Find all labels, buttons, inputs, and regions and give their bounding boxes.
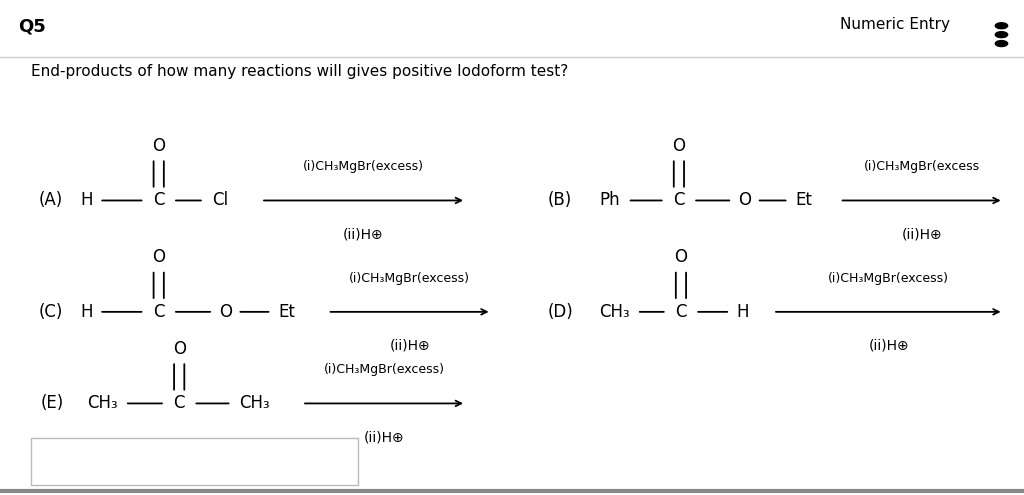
Circle shape [995,32,1008,38]
Text: Ph: Ph [599,192,620,209]
Text: O: O [673,137,685,155]
Text: C: C [153,303,165,321]
Text: (E): (E) [41,395,65,412]
Text: (ii)H⊕: (ii)H⊕ [389,339,430,352]
Text: O: O [738,192,751,209]
Text: (i)CH₃MgBr(excess: (i)CH₃MgBr(excess [863,160,980,173]
Text: (i)CH₃MgBr(excess): (i)CH₃MgBr(excess) [303,160,424,173]
Text: (A): (A) [39,192,63,209]
Text: Q5: Q5 [18,17,46,35]
Text: (B): (B) [548,192,572,209]
Text: C: C [173,395,185,412]
Text: (ii)H⊕: (ii)H⊕ [364,430,404,444]
Text: (i)CH₃MgBr(excess): (i)CH₃MgBr(excess) [349,272,470,285]
Text: (ii)H⊕: (ii)H⊕ [343,227,384,241]
Text: Numeric Entry: Numeric Entry [840,17,949,32]
FancyBboxPatch shape [31,438,358,485]
Text: Cl: Cl [212,192,228,209]
Text: (ii)H⊕: (ii)H⊕ [868,339,909,352]
FancyBboxPatch shape [10,59,1012,490]
Text: Et: Et [279,303,295,321]
Text: O: O [675,248,687,266]
Text: H: H [736,303,749,321]
Text: Et: Et [796,192,812,209]
Circle shape [995,41,1008,47]
Text: O: O [153,248,165,266]
Text: (D): (D) [548,303,573,321]
Text: O: O [219,303,231,321]
Text: (ii)H⊕: (ii)H⊕ [901,227,942,241]
Text: CH₃: CH₃ [239,395,269,412]
Text: C: C [153,192,165,209]
Text: (C): (C) [39,303,63,321]
Text: O: O [173,340,185,358]
Text: C: C [675,303,687,321]
Text: (i)CH₃MgBr(excess): (i)CH₃MgBr(excess) [828,272,949,285]
Text: H: H [81,303,93,321]
Text: O: O [153,137,165,155]
Circle shape [995,23,1008,29]
Text: C: C [673,192,685,209]
Text: CH₃: CH₃ [599,303,630,321]
Text: CH₃: CH₃ [87,395,118,412]
Text: (i)CH₃MgBr(excess): (i)CH₃MgBr(excess) [324,363,444,376]
Text: H: H [81,192,93,209]
Text: End-products of how many reactions will gives positive Iodoform test?: End-products of how many reactions will … [31,64,568,79]
